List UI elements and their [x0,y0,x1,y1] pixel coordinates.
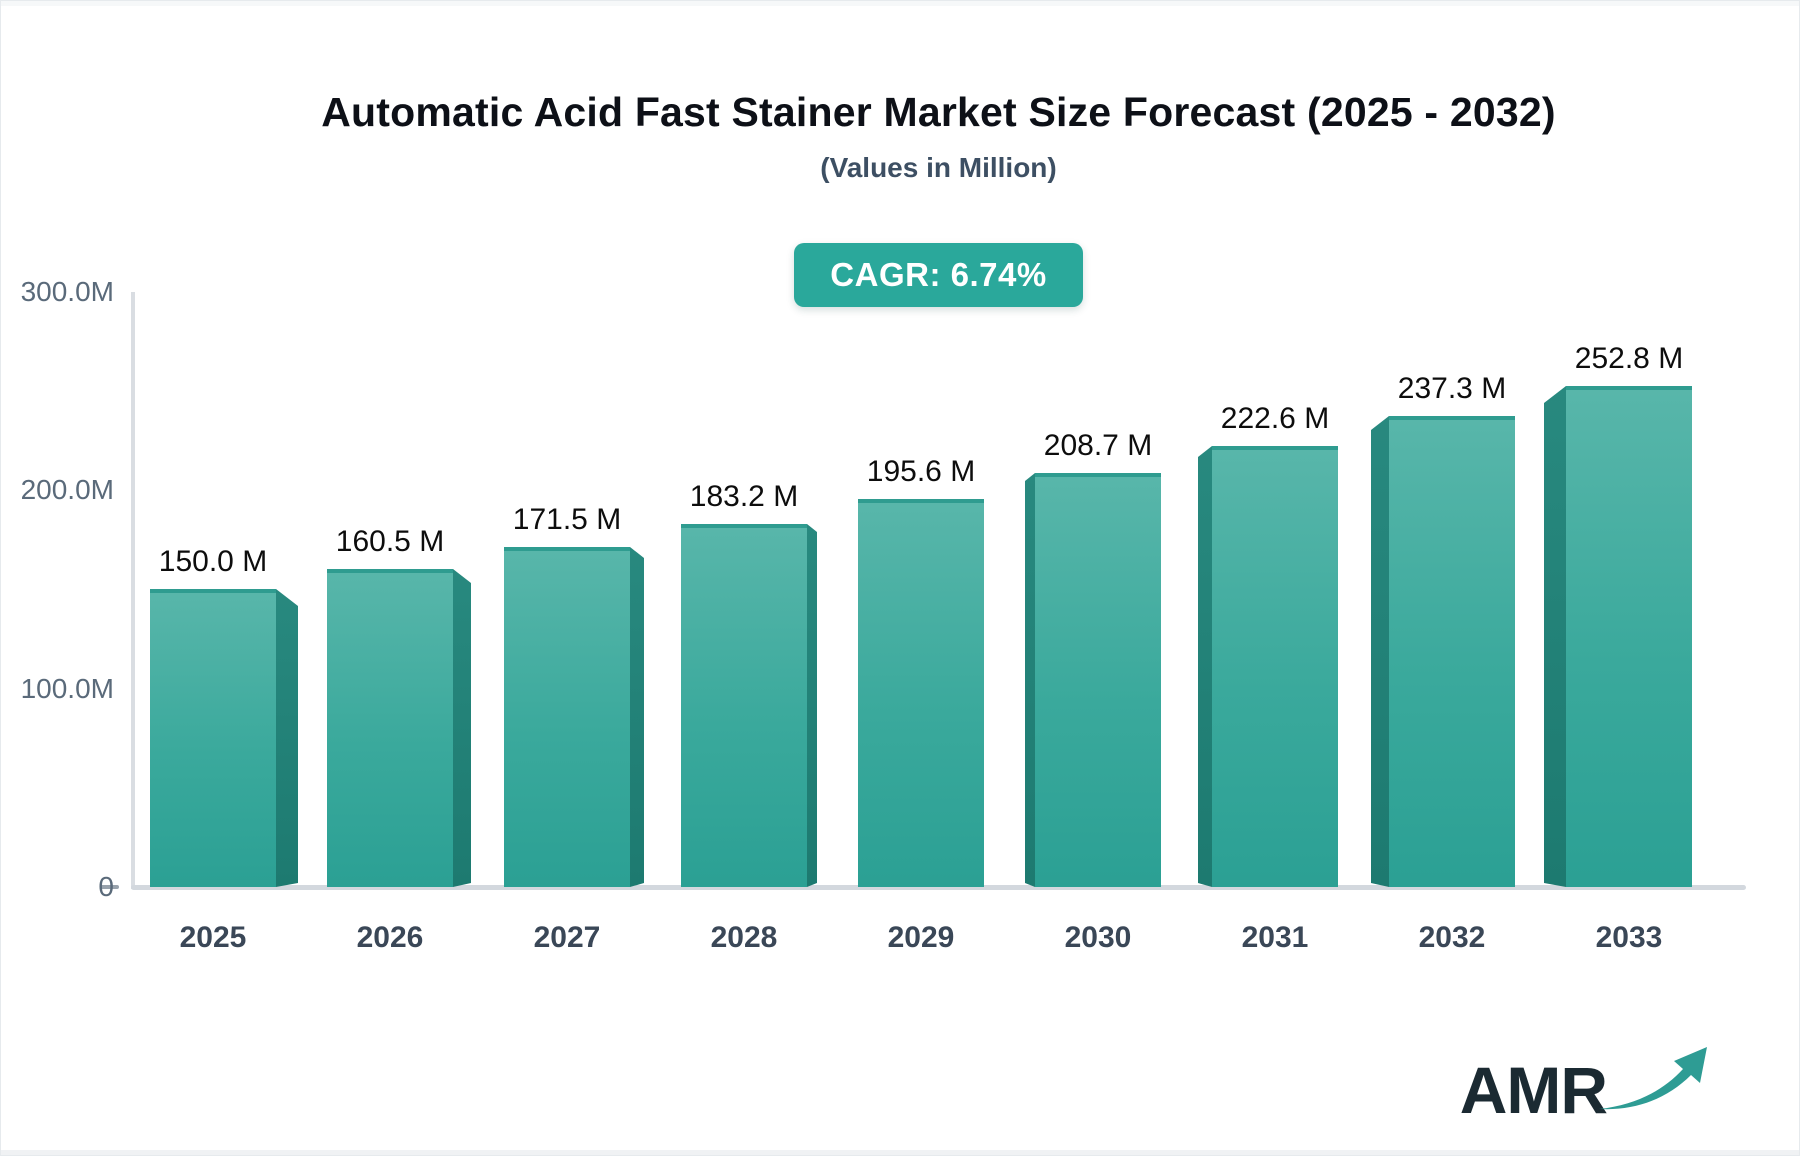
top-border-strip [1,1,1799,6]
x-axis-label: 2033 [1595,921,1663,954]
bar-side-face [1198,446,1212,887]
x-axis-label: 2025 [179,921,247,954]
bar-2029 [858,499,984,887]
bar-value-label: 252.8 M [1574,342,1684,375]
bar-value-label: 195.6 M [866,455,976,488]
bar-side-face [453,569,471,887]
cagr-badge-row: CAGR: 6.74% [131,243,1746,307]
growth-arrow-icon [1599,1047,1707,1110]
x-axis-line [131,885,1746,890]
chart-title: Automatic Acid Fast Stainer Market Size … [321,89,1556,135]
chart-subtitle: (Values in Million) [820,152,1057,183]
cagr-badge: CAGR: 6.74% [794,243,1083,307]
bar-value-label: 160.5 M [335,525,445,558]
y-axis-tick-label: 100.0M [20,672,114,704]
x-axis-label: 2032 [1418,921,1486,954]
bar-2026 [327,569,453,887]
bar-2030 [1035,473,1161,887]
x-axis-label: 2030 [1064,921,1132,954]
y-axis-tick-label: 0 [98,871,114,902]
y-axis-tick-label: 200.0M [20,474,114,506]
bar-value-label: 171.5 M [512,503,622,536]
bar-side-face [1371,416,1389,887]
bar-2032 [1389,416,1515,887]
y-axis-line [131,292,135,889]
bar-2033 [1566,386,1692,887]
bar-2028 [681,524,807,887]
x-axis-label: 2028 [710,921,778,954]
bar-value-label: 183.2 M [689,480,799,513]
bar-2027 [504,547,630,887]
bar-value-label: 237.3 M [1397,372,1507,405]
y-axis-tick-label: 300.0M [20,276,114,307]
brand-logo-text: AMR [1459,1053,1608,1127]
bar-side-face [630,547,644,887]
bar-value-label: 208.7 M [1043,429,1153,462]
bar-side-face [1025,473,1035,887]
bar-value-label: 150.0 M [158,545,268,578]
x-axis-label: 2029 [887,921,955,954]
x-axis-label: 2031 [1241,921,1309,954]
bar-side-face [276,589,298,887]
bottom-border-strip [1,1150,1799,1155]
zero-tick-mark [100,885,119,889]
bar-side-face [807,524,817,887]
bar-2025 [150,589,276,887]
chart-header: Automatic Acid Fast Stainer Market Size … [131,89,1746,184]
brand-logo: AMR [1460,1039,1723,1123]
bar-side-face [1544,386,1566,887]
bar-2031 [1212,446,1338,887]
x-axis-label: 2027 [533,921,601,954]
x-axis-label: 2026 [356,921,424,954]
bar-value-label: 222.6 M [1220,402,1330,435]
